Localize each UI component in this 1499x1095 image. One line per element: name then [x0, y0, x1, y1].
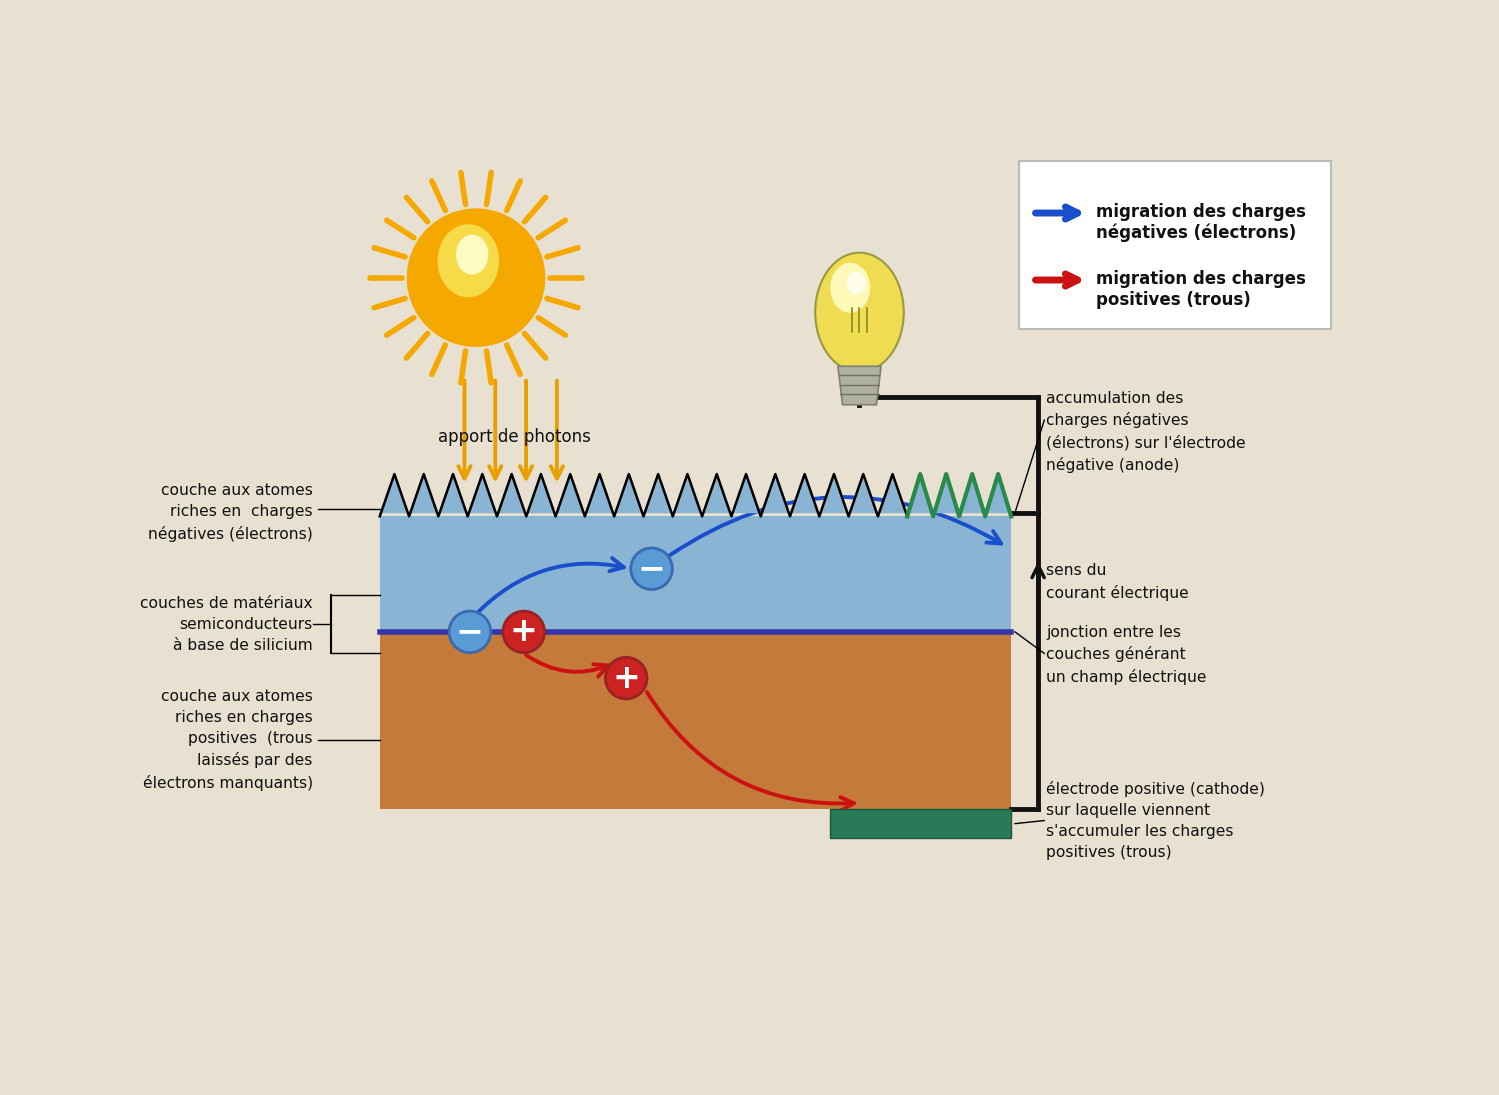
Circle shape — [631, 548, 673, 589]
Ellipse shape — [815, 253, 904, 372]
Text: −: − — [456, 615, 484, 648]
FancyBboxPatch shape — [379, 517, 1012, 632]
Ellipse shape — [456, 234, 489, 275]
FancyBboxPatch shape — [830, 809, 1012, 839]
Text: migration des charges
positives (trous): migration des charges positives (trous) — [1096, 270, 1306, 309]
Polygon shape — [379, 474, 907, 517]
Ellipse shape — [830, 263, 871, 313]
Text: couches de matériaux
semiconducteurs
à base de silicium: couches de matériaux semiconducteurs à b… — [141, 596, 313, 653]
Text: couche aux atomes
riches en charges
positives  (trous
laissés par des
électrons : couche aux atomes riches en charges posi… — [142, 689, 313, 791]
Polygon shape — [838, 366, 881, 405]
Text: +: + — [612, 661, 640, 694]
Text: électrode positive (cathode)
sur laquelle viennent
s'accumuler les charges
posit: électrode positive (cathode) sur laquell… — [1046, 781, 1265, 860]
FancyBboxPatch shape — [379, 632, 1012, 809]
Text: −: − — [637, 552, 666, 585]
Text: migration des charges
négatives (électrons): migration des charges négatives (électro… — [1096, 203, 1306, 242]
Ellipse shape — [847, 272, 866, 295]
Text: +: + — [510, 615, 538, 648]
FancyBboxPatch shape — [1019, 161, 1331, 328]
Text: apport de photons: apport de photons — [438, 428, 591, 446]
Polygon shape — [907, 474, 1012, 517]
Circle shape — [606, 657, 648, 699]
Ellipse shape — [438, 224, 499, 298]
Text: sens du
courant électrique: sens du courant électrique — [1046, 563, 1189, 600]
Text: jonction entre les
couches générant
un champ électrique: jonction entre les couches générant un c… — [1046, 625, 1207, 685]
Circle shape — [450, 611, 490, 653]
Circle shape — [504, 611, 544, 653]
Text: accumulation des
charges négatives
(électrons) sur l'électrode
négative (anode): accumulation des charges négatives (élec… — [1046, 391, 1246, 473]
Text: couche aux atomes
riches en  charges
négatives (électrons): couche aux atomes riches en charges néga… — [148, 483, 313, 542]
Circle shape — [406, 208, 546, 347]
